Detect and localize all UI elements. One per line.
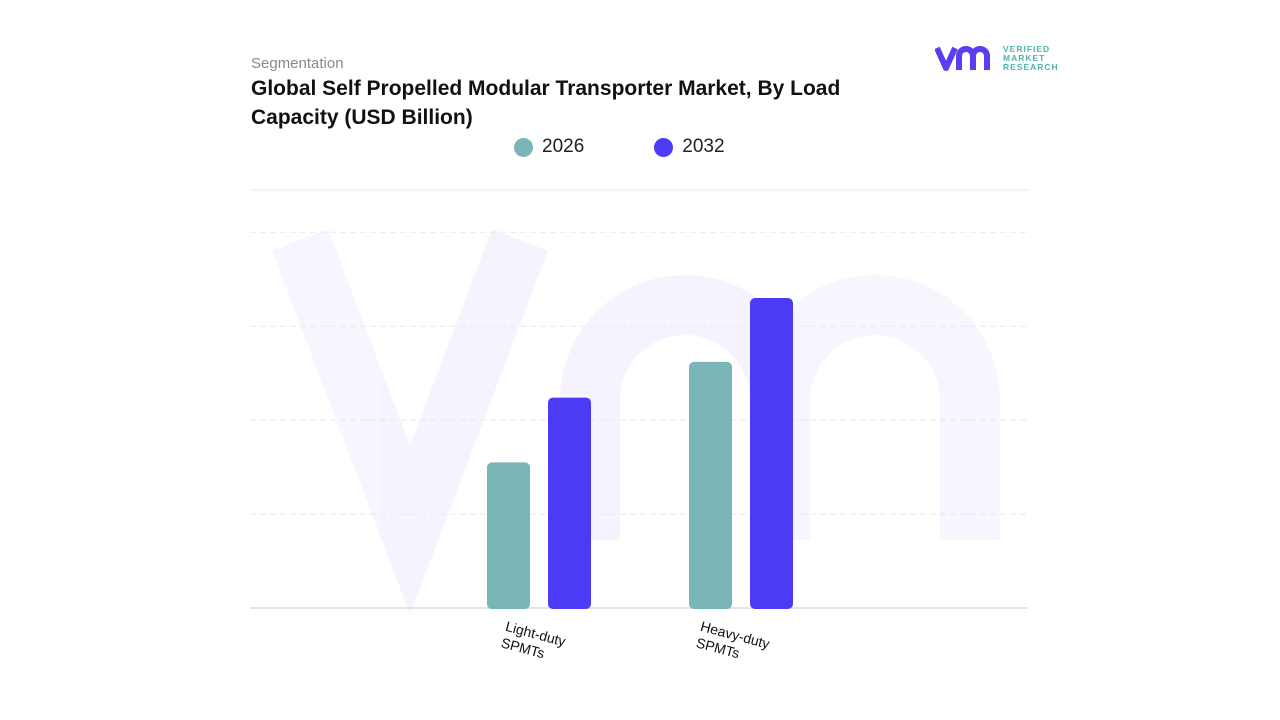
legend-item-2026[interactable]: 2026 (514, 136, 584, 158)
legend: 2026 2032 (514, 136, 725, 158)
legend-label-2032: 2032 (682, 136, 725, 157)
logo-line-2: MARKET (1003, 52, 1046, 63)
legend-swatch-2032 (654, 137, 674, 157)
legend-item-2032[interactable]: 2032 (654, 136, 725, 158)
legend-swatch-2026 (514, 137, 533, 157)
vmr-logo-icon (935, 46, 990, 71)
chart-title: Global Self Propelled Modular Transporte… (251, 77, 841, 129)
bar-light-duty-spmts-2032[interactable] (548, 397, 591, 609)
bar-heavy-duty-spmts-2032[interactable] (750, 298, 793, 609)
logo-line-3: RESEARCH (1003, 61, 1059, 72)
vmr-logo: VERIFIED MARKET RESEARCH (935, 44, 1059, 72)
section-label: Segmentation (251, 55, 344, 72)
watermark (271, 229, 1000, 615)
legend-label-2026: 2026 (542, 136, 585, 157)
bar-heavy-duty-spmts-2026[interactable] (689, 361, 732, 609)
logo-line-1: VERIFIED (1003, 43, 1051, 54)
bar-light-duty-spmts-2026[interactable] (487, 462, 530, 609)
